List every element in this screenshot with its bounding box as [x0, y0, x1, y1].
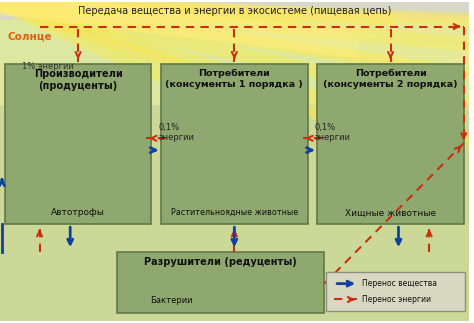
- Bar: [326, 272, 465, 311]
- Text: 0,1%
энергии: 0,1% энергии: [314, 123, 350, 142]
- Text: Солнце: Солнце: [8, 31, 53, 41]
- Text: Бактерии: Бактерии: [150, 297, 192, 305]
- Text: Перенос энергии: Перенос энергии: [362, 295, 431, 304]
- Text: Автотрофы: Автотрофы: [51, 208, 105, 217]
- FancyBboxPatch shape: [161, 64, 308, 224]
- Text: Хищные животные: Хищные животные: [345, 208, 436, 217]
- Bar: [0, 20, 469, 104]
- Text: 0,1%
энергии: 0,1% энергии: [158, 123, 194, 142]
- Bar: [0, 2, 469, 20]
- Text: Разрушители (редуценты): Разрушители (редуценты): [144, 257, 297, 267]
- FancyBboxPatch shape: [318, 64, 464, 224]
- Text: Передача вещества и энергии в экосистеме (пищевая цепь): Передача вещества и энергии в экосистеме…: [78, 6, 391, 16]
- FancyBboxPatch shape: [117, 252, 324, 313]
- Text: Производители
(продуценты): Производители (продуценты): [34, 69, 123, 91]
- Text: Потребители
(консументы 1 порядка ): Потребители (консументы 1 порядка ): [165, 69, 303, 89]
- Text: Растительноядные животные: Растительноядные животные: [171, 208, 298, 217]
- Text: Потребители
(консументы 2 порядка): Потребители (консументы 2 порядка): [323, 69, 458, 89]
- Text: Перенос вещества: Перенос вещества: [362, 279, 437, 288]
- Text: 1% энергии: 1% энергии: [22, 62, 73, 71]
- FancyBboxPatch shape: [5, 64, 151, 224]
